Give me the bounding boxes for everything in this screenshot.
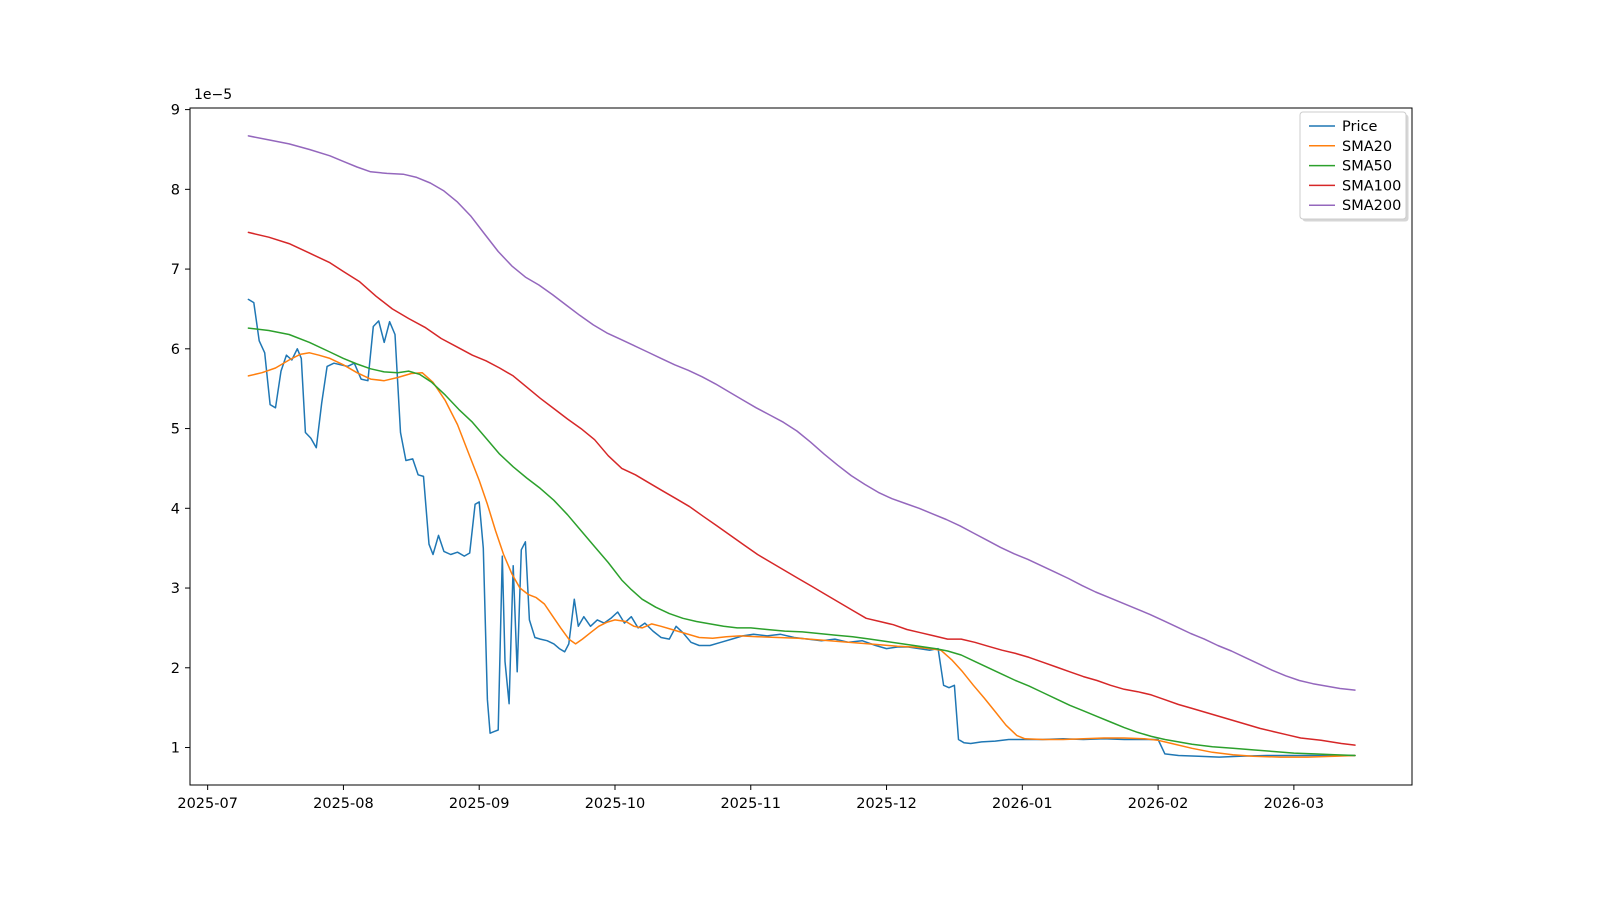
y-tick-label: 2 [171, 661, 180, 677]
series-line-sma100 [247, 231, 1356, 746]
legend-entry-sma100: SMA100 [1309, 178, 1401, 194]
y-tick-label: 1 [171, 741, 180, 757]
legend-box [1299, 111, 1407, 220]
y-tick-label: 6 [171, 342, 180, 358]
legend-entry-sma20: SMA20 [1309, 139, 1392, 155]
plot-border [189, 107, 1413, 786]
y-tick-label: 5 [171, 422, 180, 438]
y-axis-offset-label: 1e−5 [194, 87, 232, 103]
legend-entry-price: Price [1309, 119, 1377, 135]
y-tick-label: 4 [171, 501, 180, 517]
series-line-sma50 [247, 327, 1356, 757]
legend-entry-sma200: SMA200 [1309, 198, 1401, 214]
y-tick-label: 9 [171, 103, 180, 119]
legend-label: Price [1342, 119, 1377, 135]
legend-label: SMA100 [1342, 178, 1401, 194]
x-tick-label: 2025-10 [585, 796, 646, 812]
legend-label: SMA50 [1342, 159, 1392, 175]
y-tick-label: 3 [171, 581, 180, 597]
x-tick-label: 2025-12 [856, 796, 917, 812]
legend-label: SMA200 [1342, 198, 1401, 214]
x-tick-label: 2025-08 [313, 796, 374, 812]
series-line-sma20 [247, 352, 1356, 758]
legend-entry-sma50: SMA50 [1309, 159, 1392, 175]
series-line-price [247, 298, 1356, 758]
x-tick-label: 2025-07 [177, 796, 238, 812]
x-tick-label: 2026-03 [1264, 796, 1325, 812]
legend: Price SMA20 SMA50 SMA100 SMA200 [1299, 111, 1409, 222]
x-tick-label: 2025-09 [449, 796, 510, 812]
legend-label: SMA20 [1342, 139, 1392, 155]
y-tick-label: 8 [171, 182, 180, 198]
x-tick-label: 2026-02 [1128, 796, 1189, 812]
x-tick-label: 2025-11 [720, 796, 781, 812]
y-tick-label: 7 [171, 262, 180, 278]
x-tick-label: 2026-01 [992, 796, 1053, 812]
series-line-sma200 [247, 135, 1356, 691]
